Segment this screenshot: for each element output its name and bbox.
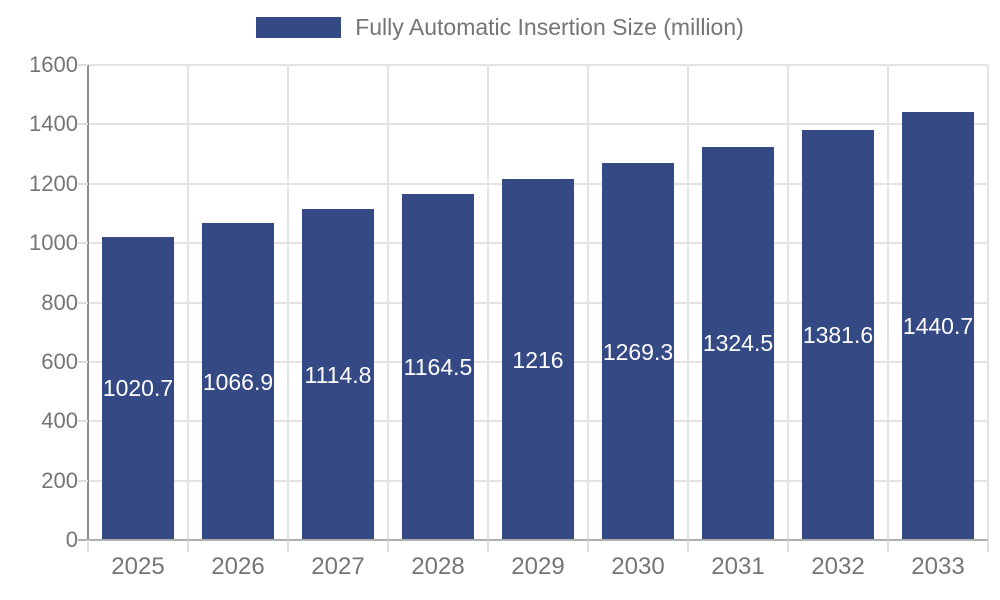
gridline-v (787, 65, 789, 540)
legend-swatch (256, 17, 342, 38)
x-axis-tick-label: 2032 (811, 553, 865, 580)
gridline-v (687, 65, 689, 540)
bar-value-label: 1216 (512, 346, 564, 373)
chart-legend[interactable]: Fully Automatic Insertion Size (million) (0, 14, 1000, 41)
y-axis-tick-label: 1400 (29, 111, 78, 137)
bar-2031[interactable] (702, 146, 774, 540)
bar-2033[interactable] (902, 112, 974, 540)
bar-2032[interactable] (802, 129, 874, 540)
y-axis-tick (78, 479, 88, 482)
x-axis-tick-label: 2025 (111, 553, 165, 580)
x-axis-tick (187, 540, 189, 552)
y-axis-tick-label: 400 (41, 408, 78, 434)
y-axis-tick-label: 1600 (29, 52, 78, 77)
bar-2025[interactable] (102, 236, 174, 540)
y-axis-tick (78, 182, 88, 185)
y-axis-tick (78, 242, 88, 245)
bar-2026[interactable] (202, 223, 274, 540)
y-axis-tick-label: 800 (41, 289, 78, 315)
x-axis-tick (587, 540, 589, 552)
gridline-v (987, 65, 989, 540)
x-axis-tick-label: 2031 (711, 553, 765, 580)
x-axis-line (78, 539, 988, 541)
y-axis-tick-label: 0 (65, 527, 78, 552)
x-axis-tick-label: 2029 (511, 553, 565, 580)
bar-value-label: 1164.5 (403, 354, 473, 381)
x-axis-tick (387, 540, 389, 552)
bar-value-label: 1440.7 (902, 313, 974, 340)
x-axis-tick (287, 540, 289, 552)
y-axis-tick (78, 420, 88, 423)
x-axis-tick (787, 540, 789, 552)
y-axis-tick (78, 360, 88, 363)
bar-value-label: 1324.5 (702, 330, 774, 357)
x-axis-tick (487, 540, 489, 552)
bar-value-label: 1269.3 (602, 338, 674, 365)
gridline-v (387, 65, 389, 540)
bar-2028[interactable] (402, 194, 474, 540)
bar-value-label: 1114.8 (304, 361, 372, 388)
x-axis-tick-label: 2033 (911, 553, 965, 580)
bar-2030[interactable] (602, 163, 674, 540)
x-axis-tick-label: 2026 (211, 553, 265, 580)
y-axis-tick-label: 200 (41, 467, 78, 493)
x-axis-tick (687, 540, 689, 552)
plot-area: 1020.7 1066.9 1114.8 1164.5 1216 1269.3 1324.5… (87, 64, 989, 540)
gridline-v (887, 65, 889, 540)
bar-value-label: 1066.9 (202, 368, 274, 395)
x-axis-tick-label: 2027 (311, 553, 365, 580)
y-axis-tick-label: 600 (41, 348, 78, 374)
bar-2029[interactable] (502, 179, 574, 540)
x-axis-tick (87, 540, 89, 552)
bar-value-label: 1020.7 (102, 375, 174, 402)
y-axis-tick-label: 1200 (29, 170, 78, 196)
x-axis-tick (987, 540, 989, 552)
y-axis-line (87, 65, 89, 540)
y-axis-tick (78, 301, 88, 304)
gridline-v (287, 65, 289, 540)
gridline-v (187, 65, 189, 540)
bar-2027[interactable] (302, 209, 374, 540)
x-axis-tick-label: 2030 (611, 553, 665, 580)
gridline-v (487, 65, 489, 540)
y-axis-tick (78, 123, 88, 126)
legend-label: Fully Automatic Insertion Size (million) (355, 14, 744, 40)
x-axis-tick (887, 540, 889, 552)
gridline-h (88, 123, 988, 126)
gridline-v (587, 65, 589, 540)
gridline-h (88, 64, 988, 66)
x-axis-tick-label: 2028 (411, 553, 465, 580)
y-axis-tick-label: 1000 (29, 230, 78, 256)
bar-value-label: 1381.6 (802, 321, 874, 348)
y-axis-tick (78, 64, 88, 66)
